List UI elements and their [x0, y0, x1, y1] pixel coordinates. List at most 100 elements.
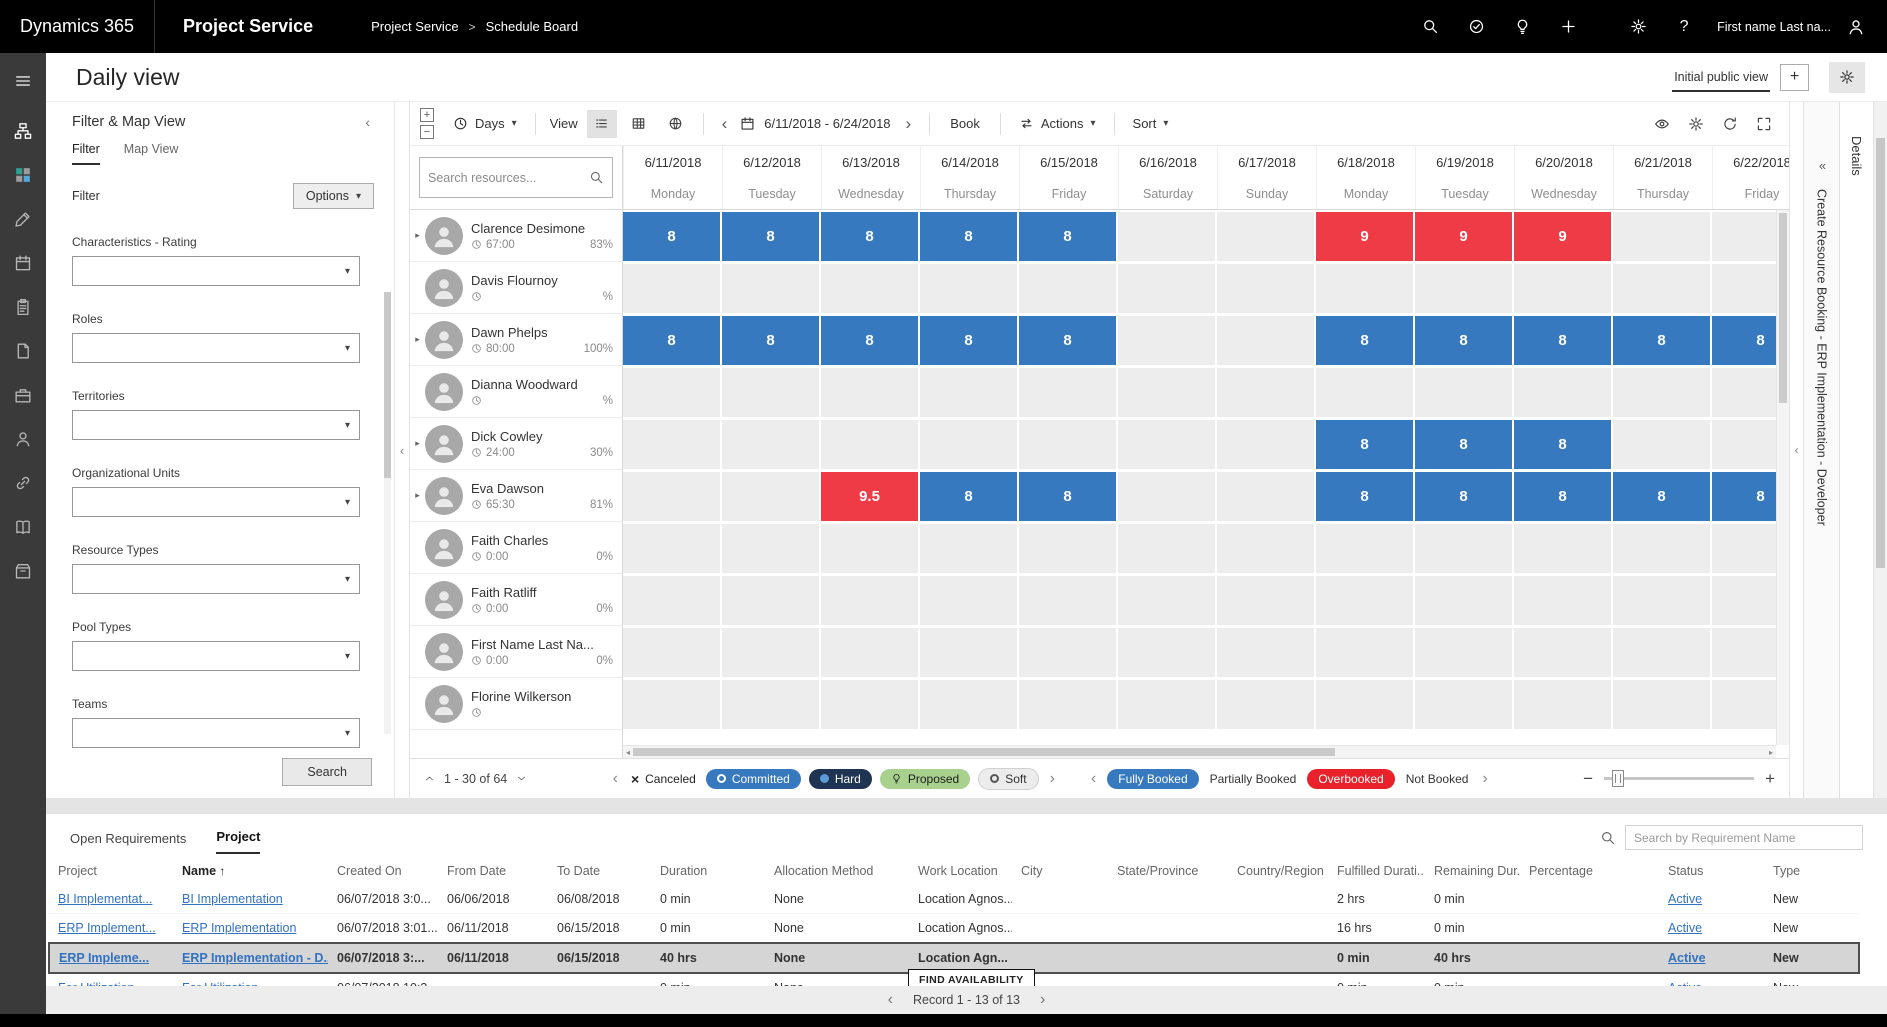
- resource-row[interactable]: ▸ Dick Cowley 24:00 30%: [410, 418, 622, 470]
- record-link[interactable]: ERP Implementation: [182, 921, 297, 935]
- chevron-right-icon[interactable]: ›: [1049, 769, 1055, 787]
- record-link[interactable]: Active: [1668, 892, 1703, 906]
- breadcrumb-current[interactable]: Schedule Board: [485, 19, 579, 34]
- resource-range-label[interactable]: 1 - 30 of 64: [444, 771, 508, 786]
- schedule-cell[interactable]: [1316, 368, 1413, 417]
- schedule-cell[interactable]: [623, 368, 720, 417]
- schedule-cell[interactable]: [1415, 576, 1512, 625]
- schedule-cell[interactable]: [1217, 680, 1314, 729]
- schedule-cell[interactable]: [1118, 316, 1215, 365]
- schedule-cell[interactable]: [1217, 472, 1314, 521]
- tab-initial-public-view[interactable]: Initial public view: [1672, 62, 1770, 92]
- schedule-cell[interactable]: [722, 264, 819, 313]
- column-header[interactable]: City: [1021, 864, 1043, 878]
- schedule-cell[interactable]: [1118, 576, 1215, 625]
- record-link[interactable]: Active: [1668, 981, 1702, 986]
- create-booking-panel-tab[interactable]: « Create Resource Booking - ERP Implemen…: [1803, 102, 1839, 798]
- booking-cell[interactable]: 8: [623, 212, 720, 261]
- tab-filter[interactable]: Filter: [72, 142, 100, 165]
- scrollbar-thumb[interactable]: [633, 748, 1336, 756]
- scroll-left-icon[interactable]: ◂: [626, 747, 631, 757]
- previous-range-button[interactable]: ‹: [716, 114, 734, 134]
- schedule-cell[interactable]: [920, 420, 1017, 469]
- zoom-handle[interactable]: [1612, 770, 1625, 787]
- schedule-cell[interactable]: [1415, 264, 1512, 313]
- schedule-cell[interactable]: [1316, 524, 1413, 573]
- column-header[interactable]: Duration: [660, 864, 708, 878]
- schedule-cell[interactable]: [1019, 576, 1116, 625]
- schedule-cell[interactable]: [920, 628, 1017, 677]
- schedule-cell[interactable]: [1217, 264, 1314, 313]
- schedule-cell[interactable]: [920, 368, 1017, 417]
- expander-icon[interactable]: ▸: [415, 438, 420, 448]
- booking-cell[interactable]: 8: [1019, 212, 1116, 261]
- zoom-out-button[interactable]: −: [1583, 768, 1594, 788]
- schedule-cell[interactable]: [623, 680, 720, 729]
- requirement-row[interactable]: ERP Implement... ERP Implementation 06/07/…: [49, 913, 1859, 944]
- booking-cell[interactable]: 8: [1316, 316, 1413, 365]
- schedule-cell[interactable]: [1514, 264, 1611, 313]
- filter-field-select[interactable]: ▾: [72, 641, 360, 671]
- rail-item-tiles[interactable]: [0, 153, 46, 197]
- schedule-cell[interactable]: [1217, 576, 1314, 625]
- schedule-cell[interactable]: [623, 576, 720, 625]
- help-button[interactable]: ?: [1661, 0, 1707, 53]
- task-check-button[interactable]: [1453, 0, 1499, 53]
- fullscreen-button[interactable]: [1749, 110, 1779, 138]
- page-scrollbar[interactable]: [1873, 102, 1887, 798]
- chevron-left-icon[interactable]: ‹: [1090, 769, 1097, 787]
- schedule-cell[interactable]: [1316, 680, 1413, 729]
- schedule-cell[interactable]: [920, 680, 1017, 729]
- resource-row[interactable]: Davis Flournoy%: [410, 262, 622, 314]
- column-header[interactable]: From Date: [447, 864, 507, 878]
- booking-cell[interactable]: 8: [1514, 420, 1611, 469]
- chevrons-left-icon[interactable]: «: [1818, 158, 1826, 173]
- schedule-cell[interactable]: [1217, 212, 1314, 261]
- filter-field-select[interactable]: ▾: [72, 487, 360, 517]
- booking-cell[interactable]: 8: [821, 212, 918, 261]
- booking-cell[interactable]: 8: [1316, 420, 1413, 469]
- rail-item-menu[interactable]: [0, 59, 46, 103]
- booking-cell[interactable]: 8: [722, 212, 819, 261]
- details-panel-tab[interactable]: Details: [1839, 102, 1873, 798]
- column-header[interactable]: State/Province: [1117, 864, 1199, 878]
- expander-icon[interactable]: ▸: [415, 230, 420, 240]
- add-board-tab-button[interactable]: +: [1780, 63, 1809, 91]
- settings-button[interactable]: [1615, 0, 1661, 53]
- schedule-cell[interactable]: [1514, 680, 1611, 729]
- schedule-cell[interactable]: [821, 420, 918, 469]
- booking-cell[interactable]: 8: [623, 316, 720, 365]
- schedule-cell[interactable]: [1316, 628, 1413, 677]
- schedule-cell[interactable]: [920, 576, 1017, 625]
- schedule-cell[interactable]: [821, 680, 918, 729]
- schedule-cell[interactable]: [623, 628, 720, 677]
- scrollbar-thumb[interactable]: [384, 292, 391, 478]
- schedule-cell[interactable]: [1118, 368, 1215, 417]
- expand-all-icon[interactable]: +: [420, 108, 434, 122]
- rail-item-document[interactable]: [0, 329, 46, 373]
- schedule-cell[interactable]: [1514, 576, 1611, 625]
- booking-cell[interactable]: 9.5: [821, 472, 918, 521]
- resource-row[interactable]: First Name Last Na... 0:00 0%: [410, 626, 622, 678]
- horizontal-scrollbar[interactable]: ◂ ▸: [623, 745, 1776, 758]
- booking-cell[interactable]: 8: [1415, 472, 1512, 521]
- schedule-cell[interactable]: [1019, 264, 1116, 313]
- rail-item-clipboard[interactable]: [0, 285, 46, 329]
- schedule-cell[interactable]: [1415, 368, 1512, 417]
- rail-item-calendar[interactable]: [0, 241, 46, 285]
- scrollbar-thumb[interactable]: [1779, 213, 1787, 403]
- schedule-cell[interactable]: [722, 420, 819, 469]
- resource-row[interactable]: ▸ Dawn Phelps 80:00 100%: [410, 314, 622, 366]
- booking-cell[interactable]: 8: [920, 472, 1017, 521]
- schedule-cell[interactable]: [920, 264, 1017, 313]
- schedule-cell[interactable]: [1613, 524, 1710, 573]
- resource-row[interactable]: Faith Charles 0:00 0%: [410, 522, 622, 574]
- booking-cell[interactable]: 8: [1316, 472, 1413, 521]
- schedule-cell[interactable]: [1514, 628, 1611, 677]
- filter-search-button[interactable]: Search: [282, 758, 372, 786]
- booking-cell[interactable]: 9: [1415, 212, 1512, 261]
- resource-row[interactable]: Dianna Woodward%: [410, 366, 622, 418]
- sort-menu[interactable]: Sort ▾: [1127, 112, 1175, 135]
- schedule-cell[interactable]: [1514, 524, 1611, 573]
- filter-field-select[interactable]: ▾: [72, 564, 360, 594]
